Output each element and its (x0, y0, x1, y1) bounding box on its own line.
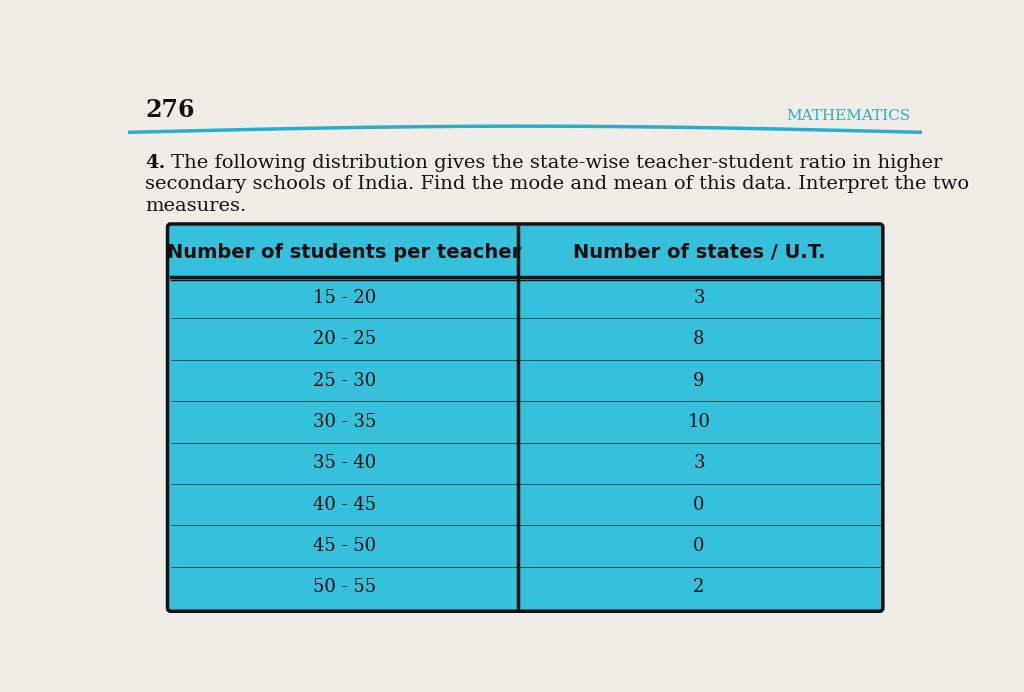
Text: 3: 3 (693, 455, 705, 473)
Text: 40 - 45: 40 - 45 (312, 495, 376, 513)
Text: 30 - 35: 30 - 35 (312, 413, 376, 431)
Text: 20 - 25: 20 - 25 (312, 330, 376, 348)
Text: MATHEMATICS: MATHEMATICS (786, 109, 910, 123)
Text: 35 - 40: 35 - 40 (312, 455, 376, 473)
Text: 50 - 55: 50 - 55 (312, 579, 376, 597)
Text: 10: 10 (687, 413, 711, 431)
Text: 4.: 4. (145, 154, 166, 172)
Text: 15 - 20: 15 - 20 (312, 289, 376, 307)
Text: 276: 276 (145, 98, 195, 122)
Text: Number of students per teacher: Number of students per teacher (167, 243, 521, 262)
Text: The following distribution gives the state-wise teacher-student ratio in higher: The following distribution gives the sta… (171, 154, 942, 172)
Text: 3: 3 (693, 289, 705, 307)
Text: secondary schools of India. Find the mode and mean of this data. Interpret the t: secondary schools of India. Find the mod… (145, 176, 969, 194)
Text: 0: 0 (693, 495, 705, 513)
Text: measures.: measures. (145, 197, 247, 215)
Text: 2: 2 (693, 579, 705, 597)
Text: 9: 9 (693, 372, 705, 390)
Text: 0: 0 (693, 537, 705, 555)
Text: 25 - 30: 25 - 30 (312, 372, 376, 390)
Text: 45 - 50: 45 - 50 (312, 537, 376, 555)
Text: 8: 8 (693, 330, 705, 348)
FancyBboxPatch shape (168, 224, 883, 611)
Text: Number of states / U.T.: Number of states / U.T. (572, 243, 825, 262)
